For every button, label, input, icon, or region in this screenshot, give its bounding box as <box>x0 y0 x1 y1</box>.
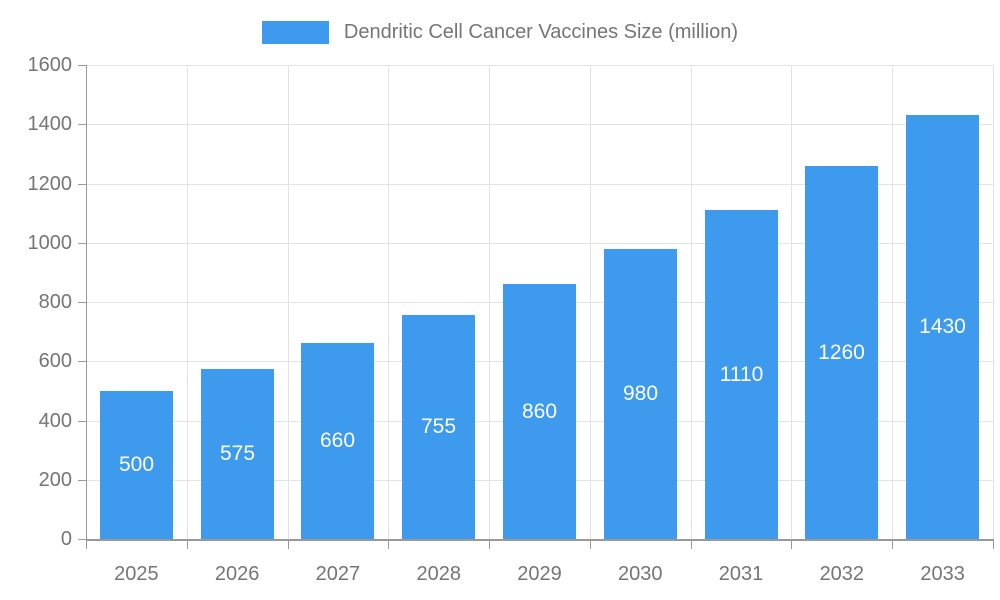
y-gridline <box>86 124 993 125</box>
y-axis-tick <box>78 421 86 422</box>
bar-2027[interactable]: 660 <box>301 343 374 539</box>
x-gridline <box>691 65 692 539</box>
legend: Dendritic Cell Cancer Vaccines Size (mil… <box>0 18 1000 46</box>
x-gridline <box>388 65 389 539</box>
y-axis-tick-label: 200 <box>38 469 72 491</box>
x-gridline <box>489 65 490 539</box>
y-axis-tick <box>78 539 86 540</box>
bar-2033[interactable]: 1430 <box>906 115 979 539</box>
x-axis-tick <box>590 541 591 549</box>
x-axis-tick-label: 2033 <box>920 563 965 585</box>
x-axis-tick <box>388 541 389 549</box>
y-axis-tick <box>78 243 86 244</box>
y-axis-tick <box>78 124 86 125</box>
x-axis-tick <box>86 541 87 549</box>
y-gridline <box>86 184 993 185</box>
bar-value-label: 860 <box>521 399 558 423</box>
y-axis-tick <box>78 184 86 185</box>
y-axis-tick-label: 0 <box>60 528 72 550</box>
legend-item[interactable]: Dendritic Cell Cancer Vaccines Size (mil… <box>261 18 739 46</box>
x-axis-tick <box>489 541 490 549</box>
y-axis-tick-label: 600 <box>38 350 72 372</box>
x-axis-tick <box>691 541 692 549</box>
y-axis-tick <box>78 361 86 362</box>
x-gridline <box>187 65 188 539</box>
x-axis-tick-label: 2030 <box>618 563 663 585</box>
x-axis-tick-label: 2025 <box>114 563 159 585</box>
y-axis-tick-label: 800 <box>38 291 72 313</box>
bar-2026[interactable]: 575 <box>201 369 274 539</box>
x-axis-tick <box>288 541 289 549</box>
bar-value-label: 980 <box>622 382 659 405</box>
x-axis-tick <box>993 541 994 549</box>
y-axis-tick-label: 1000 <box>27 232 73 254</box>
bar-value-label: 500 <box>118 453 155 476</box>
bar-value-label: 575 <box>219 442 256 465</box>
y-axis-tick-label: 400 <box>38 410 72 432</box>
legend-swatch-icon <box>261 20 329 44</box>
bar-value-label: 755 <box>420 415 457 438</box>
x-axis-line <box>86 539 994 541</box>
x-gridline <box>892 65 893 539</box>
bar-value-label: 1260 <box>818 340 865 364</box>
y-axis-tick <box>78 480 86 481</box>
x-axis-tick-label: 2026 <box>214 563 260 585</box>
x-gridline <box>590 65 591 539</box>
y-axis-tick <box>78 65 86 66</box>
x-axis-tick <box>187 541 188 549</box>
x-axis-tick-label: 2027 <box>315 563 361 585</box>
bar-2025[interactable]: 500 <box>100 391 173 539</box>
bar-2032[interactable]: 1260 <box>805 166 878 539</box>
y-axis-line <box>86 65 87 539</box>
bar-value-label: 1110 <box>719 362 764 386</box>
x-axis-tick-label: 2028 <box>416 563 461 585</box>
x-axis-tick-label: 2031 <box>718 563 764 585</box>
x-gridline <box>993 65 994 539</box>
bar-2031[interactable]: 1110 <box>705 210 778 539</box>
x-axis-tick <box>791 541 792 549</box>
bar-value-label: 1430 <box>919 315 966 338</box>
bar-2029[interactable]: 860 <box>503 284 576 539</box>
x-axis-tick-label: 2029 <box>517 563 562 585</box>
y-axis-tick-label: 1200 <box>27 173 73 195</box>
x-axis-tick-label: 2032 <box>819 563 865 585</box>
y-gridline <box>86 65 993 66</box>
bar-value-label: 660 <box>319 429 356 452</box>
bar-2030[interactable]: 980 <box>604 249 677 539</box>
y-axis-tick-label: 1400 <box>27 113 73 135</box>
x-gridline <box>791 65 792 539</box>
y-gridline <box>86 243 993 244</box>
y-axis-tick <box>78 302 86 303</box>
x-axis-tick <box>892 541 893 549</box>
legend-label: Dendritic Cell Cancer Vaccines Size (mil… <box>343 21 739 43</box>
y-axis-tick-label: 1600 <box>27 54 73 76</box>
bar-2028[interactable]: 755 <box>402 315 475 539</box>
x-gridline <box>288 65 289 539</box>
